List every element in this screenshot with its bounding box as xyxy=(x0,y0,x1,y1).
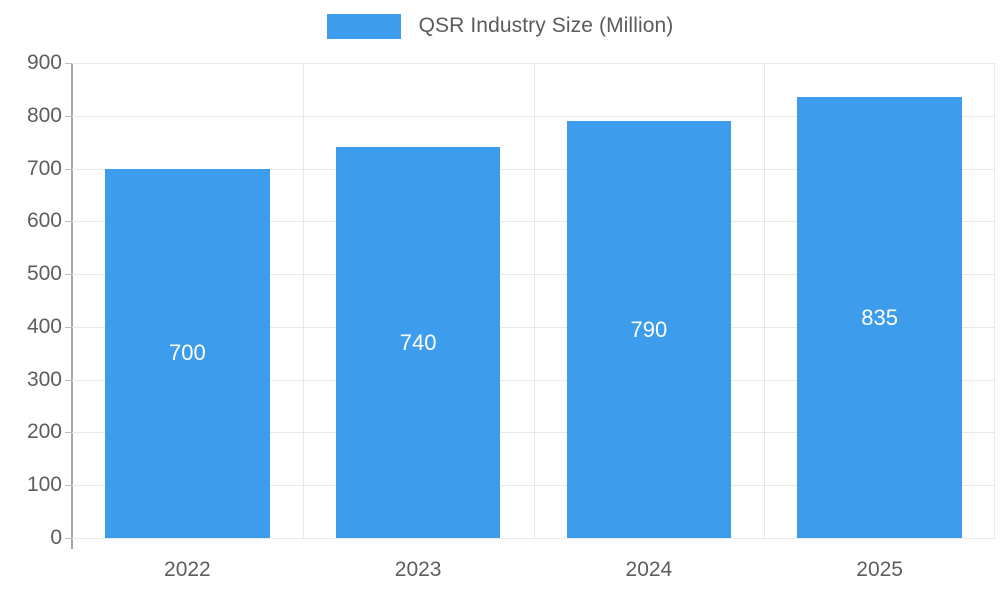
y-axis-tick-mark xyxy=(65,326,72,328)
bar[interactable]: 700 xyxy=(105,168,270,538)
y-axis-tick-label: 400 xyxy=(26,314,62,338)
y-axis-tick-mark xyxy=(65,63,72,64)
y-axis-tick-mark xyxy=(65,485,72,487)
y-axis-tick-label: 200 xyxy=(26,420,62,444)
legend-color-swatch-icon xyxy=(326,13,401,39)
gridline-vertical xyxy=(764,63,766,538)
y-axis-tick-mark xyxy=(65,168,72,170)
x-axis-tick-label: 2024 xyxy=(625,558,673,581)
bar-value-label: 835 xyxy=(861,304,898,330)
y-axis-tick-label: 600 xyxy=(26,209,62,233)
y-axis-tick-label: 0 xyxy=(50,526,62,549)
x-axis-tick-label: 2023 xyxy=(394,558,442,581)
y-axis-tick-label: 300 xyxy=(26,367,62,391)
x-axis-tick-label: 2025 xyxy=(856,558,903,581)
y-axis-tick-label: 800 xyxy=(26,103,62,127)
y-axis-tick-mark xyxy=(65,221,72,223)
bar[interactable]: 740 xyxy=(335,147,501,538)
gridline-vertical xyxy=(533,63,535,538)
gridline-vertical xyxy=(302,63,304,538)
y-axis-tick-mark xyxy=(65,115,72,117)
y-axis-line xyxy=(71,63,73,549)
y-axis-tick-label: 100 xyxy=(26,473,62,497)
bar[interactable]: 835 xyxy=(797,97,962,538)
legend-label: QSR Industry Size (Million) xyxy=(418,14,674,37)
chart-legend: QSR Industry Size (Million) xyxy=(0,0,1000,52)
bar[interactable]: 790 xyxy=(566,121,731,538)
gridline-vertical xyxy=(994,63,995,538)
plot-area: 700 740 790 835 xyxy=(72,63,995,539)
x-axis-tick-label: 2022 xyxy=(164,558,211,581)
y-axis-tick-mark xyxy=(65,538,72,539)
y-axis-tick-mark xyxy=(65,274,72,276)
y-axis-tick-mark xyxy=(65,379,72,381)
bar-value-label: 740 xyxy=(399,329,437,355)
y-axis-tick-mark xyxy=(65,432,72,434)
bar-value-label: 700 xyxy=(169,340,206,366)
bar-value-label: 790 xyxy=(630,316,668,342)
y-axis-tick-label: 500 xyxy=(26,262,62,286)
gridline-horizontal xyxy=(72,538,995,539)
y-axis-labels: 900 800 700 600 500 400 300 200 100 0 xyxy=(0,0,62,600)
y-axis-tick-label: 900 xyxy=(26,51,62,74)
y-axis-tick-label: 700 xyxy=(26,156,62,180)
legend-item-qsr-industry-size[interactable]: QSR Industry Size (Million) xyxy=(326,13,674,39)
